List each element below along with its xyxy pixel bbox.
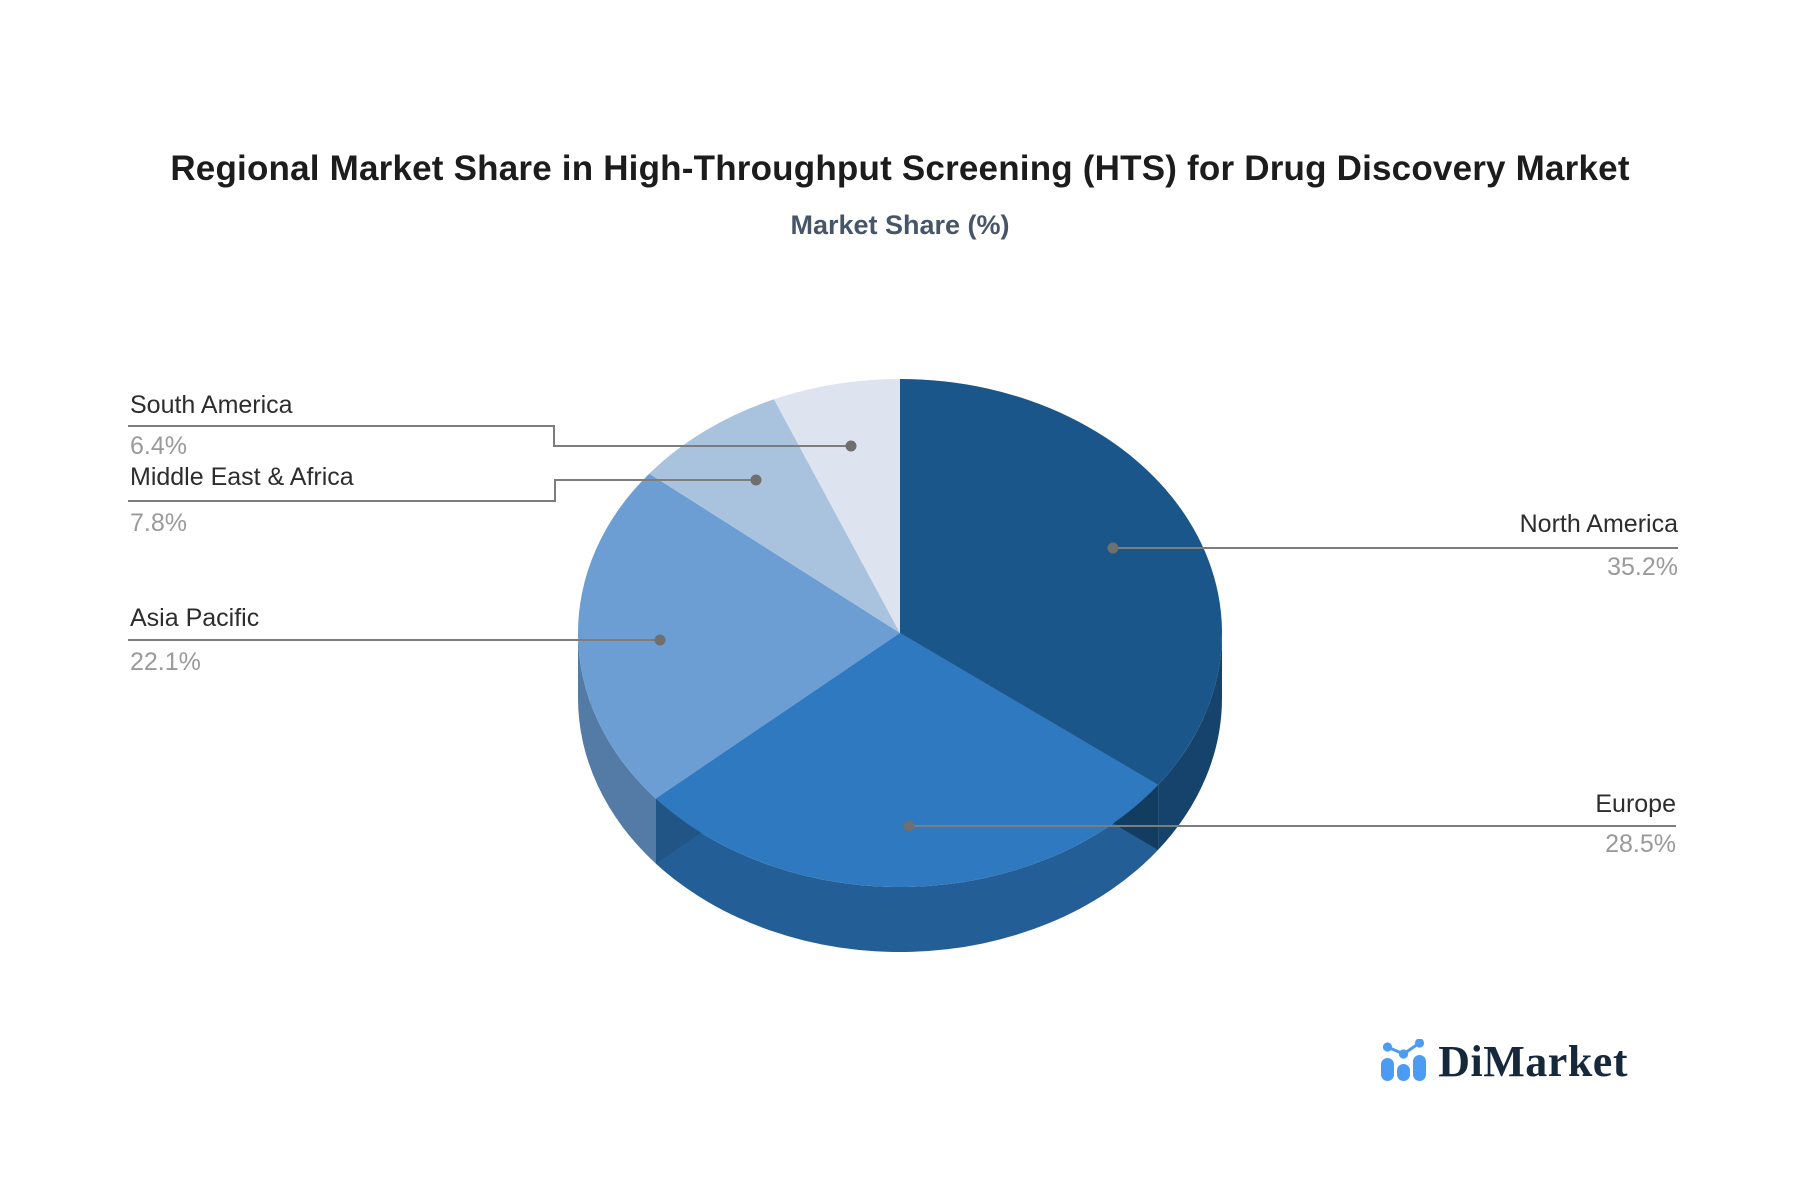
pie-slice-side-north-america [1158,633,1222,850]
slice-value-europe: 28.5% [1605,830,1676,858]
leader-dot-middle-east-africa [750,474,762,486]
leader-dot-south-america [845,440,857,452]
slice-label-europe: Europe [1595,790,1676,818]
bar-line-chart-icon [1381,1039,1427,1081]
pie-slice-south-america[interactable] [773,379,900,633]
slice-label-middle-east-africa: Middle East & Africa [130,463,354,491]
slice-value-south-america: 6.4% [130,432,187,460]
leader-dot-europe [903,820,915,832]
leader-dot-north-america [1107,542,1119,554]
pie-slice-north-america[interactable] [900,379,1222,785]
leader-dot-asia-pacific [654,634,666,646]
brand-logo: DiMarket [1381,1038,1628,1086]
slice-value-north-america: 35.2% [1607,553,1678,581]
slice-value-asia-pacific: 22.1% [130,648,201,676]
pie-slice-side-europe [655,784,1159,953]
chart-title: Regional Market Share in High-Throughput… [170,149,1630,189]
pie-slice-middle-east-africa[interactable] [649,399,900,633]
leader-line-south-america [128,425,851,447]
brand-logo-text: DiMarket [1438,1037,1628,1086]
chart-subtitle: Market Share (%) [790,210,1010,241]
slice-label-south-america: South America [130,391,293,419]
slice-label-asia-pacific: Asia Pacific [130,604,260,632]
pie-slice-asia-pacific[interactable] [578,473,900,799]
leader-line-middle-east-africa [128,479,756,502]
pie-slice-side-asia-pacific [578,633,656,864]
slice-value-middle-east-africa: 7.8% [130,509,187,537]
pie-slice-europe[interactable] [655,633,1159,887]
slice-label-north-america: North America [1519,510,1678,538]
